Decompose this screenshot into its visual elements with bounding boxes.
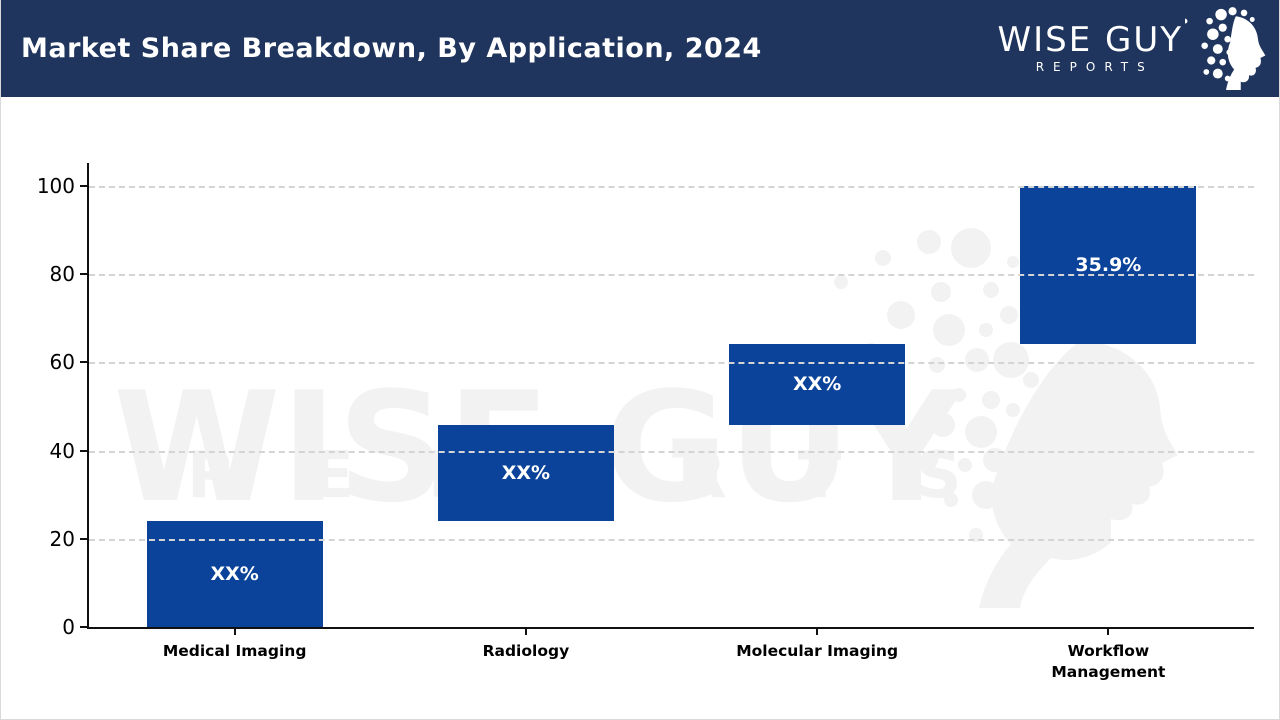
bar-workflow-management: 35.9% — [1020, 186, 1197, 345]
y-tick-label-80: 80 — [49, 262, 75, 287]
y-tick-0 — [80, 626, 87, 628]
bar-value-label: XX% — [792, 373, 842, 396]
y-tick-label-100: 100 — [36, 174, 75, 199]
plot-area: 0 20 40 60 80 100 XX% Medical Imaging XX% Radiolo… — [37, 163, 1254, 681]
y-tick-20 — [80, 537, 87, 540]
bar-value-label: XX% — [210, 562, 259, 585]
x-axis-line — [87, 627, 1254, 629]
x-tick-label-medical-imaging: Medical Imaging — [162, 642, 307, 660]
wise-guy-logo: WISE GUY REPORTS — [997, 6, 1267, 92]
header: Market Share Breakdown, By Application, … — [1, 0, 1279, 97]
gridline-80 — [89, 274, 1254, 277]
y-tick-40 — [80, 449, 87, 452]
y-tick-label-60: 60 — [49, 350, 75, 375]
y-tick-100 — [80, 185, 87, 188]
y-tick-80 — [80, 273, 87, 276]
x-tick-molecular-imaging — [816, 629, 819, 635]
gridline-40 — [89, 450, 1254, 453]
gridline-100 — [89, 186, 1254, 189]
gridline-20 — [89, 538, 1254, 541]
x-tick-label-radiology: Radiology — [482, 642, 570, 660]
x-tick-medical-imaging — [233, 629, 236, 635]
bar-medical-imaging: XX% — [146, 520, 323, 627]
logo-line2: REPORTS — [1035, 60, 1154, 74]
bar-radiology: XX% — [437, 424, 614, 521]
bar-molecular-imaging: XX% — [729, 344, 906, 425]
gridline-60 — [89, 362, 1254, 365]
bar-value-label: XX% — [501, 461, 551, 484]
bar-value-label: 35.9% — [1075, 254, 1142, 277]
y-tick-label-20: 20 — [49, 526, 75, 551]
logo-wordmark: WISE GUY REPORTS — [997, 23, 1183, 74]
logo-line1: WISE GUY — [997, 20, 1183, 60]
page-title: Market Share Breakdown, By Application, … — [21, 33, 762, 64]
y-axis-line — [87, 163, 89, 629]
x-tick-radiology — [524, 629, 527, 635]
x-tick-workflow-management — [1107, 629, 1110, 635]
y-tick-60 — [80, 361, 87, 364]
x-tick-label-molecular-imaging: Molecular Imaging — [736, 642, 899, 660]
chart-area: WISE GUY REPORTS — [1, 97, 1279, 719]
dotted-head-profile-icon — [1185, 6, 1266, 90]
x-tick-label-workflow-management: Workflow Management — [1051, 642, 1166, 681]
y-tick-label-0: 0 — [62, 615, 75, 639]
y-tick-label-40: 40 — [49, 438, 75, 463]
